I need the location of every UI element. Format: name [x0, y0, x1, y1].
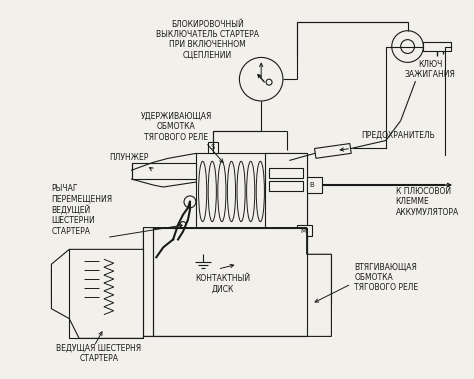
- Text: ПЛУНЖЕР: ПЛУНЖЕР: [109, 153, 148, 162]
- Bar: [307, 177, 321, 193]
- Bar: [297, 225, 311, 236]
- Text: КОНТАКТНЫЙ
ДИСК: КОНТАКТНЫЙ ДИСК: [195, 274, 250, 294]
- Text: ВТЯГИВАЮЩАЯ
ОБМОТКА
ТЯГОВОГО РЕЛЕ: ВТЯГИВАЮЩАЯ ОБМОТКА ТЯГОВОГО РЕЛЕ: [354, 262, 418, 292]
- Bar: [52, 269, 64, 297]
- Bar: [307, 254, 331, 304]
- Circle shape: [392, 31, 423, 63]
- Bar: [269, 168, 303, 178]
- Bar: [265, 153, 307, 230]
- Text: УДЕРЖИВАЮЩАЯ
ОБМОТКА
ТЯГОВОГО РЕЛЕ: УДЕРЖИВАЮЩАЯ ОБМОТКА ТЯГОВОГО РЕЛЕ: [140, 112, 212, 142]
- Text: К ПЛЮСОВОЙ
КЛЕММЕ
АККУМУЛЯТОРА: К ПЛЮСОВОЙ КЛЕММЕ АККУМУЛЯТОРА: [396, 187, 459, 217]
- Bar: [315, 144, 351, 158]
- Bar: [208, 141, 218, 153]
- PathPatch shape: [52, 227, 331, 338]
- Bar: [82, 257, 102, 312]
- Bar: [196, 153, 307, 230]
- Bar: [269, 181, 303, 191]
- Text: S: S: [210, 144, 215, 150]
- Text: ПРЕДОХРАНИТЕЛЬ: ПРЕДОХРАНИТЕЛЬ: [361, 131, 435, 140]
- Bar: [132, 163, 196, 179]
- Bar: [153, 227, 307, 337]
- Circle shape: [239, 58, 283, 101]
- Text: ВЕДУЩАЯ ШЕСТЕРНЯ
СТАРТЕРА: ВЕДУЩАЯ ШЕСТЕРНЯ СТАРТЕРА: [56, 343, 142, 363]
- Text: КЛЮЧ
ЗАЖИГАНИЯ: КЛЮЧ ЗАЖИГАНИЯ: [405, 60, 456, 79]
- Circle shape: [266, 79, 272, 85]
- Circle shape: [184, 196, 196, 208]
- Text: B: B: [309, 182, 314, 188]
- Circle shape: [180, 222, 186, 227]
- Circle shape: [401, 40, 414, 53]
- Bar: [423, 42, 451, 52]
- Bar: [69, 254, 144, 316]
- Text: РЫЧАГ
ПЕРЕМЕЩЕНИЯ
ВЕДУЩЕЙ
ШЕСТЕРНИ
СТАРТЕРА: РЫЧАГ ПЕРЕМЕЩЕНИЯ ВЕДУЩЕЙ ШЕСТЕРНИ СТАРТ…: [52, 184, 112, 236]
- Bar: [61, 261, 73, 305]
- Text: БЛОКИРОВОЧНЫЙ
ВЫКЛЮЧАТЕЛЬ СТАРТЕРА
ПРИ ВКЛЮЧЕННОМ
СЦЕПЛЕНИИ: БЛОКИРОВОЧНЫЙ ВЫКЛЮЧАТЕЛЬ СТАРТЕРА ПРИ В…: [156, 20, 259, 60]
- Text: M: M: [301, 227, 307, 233]
